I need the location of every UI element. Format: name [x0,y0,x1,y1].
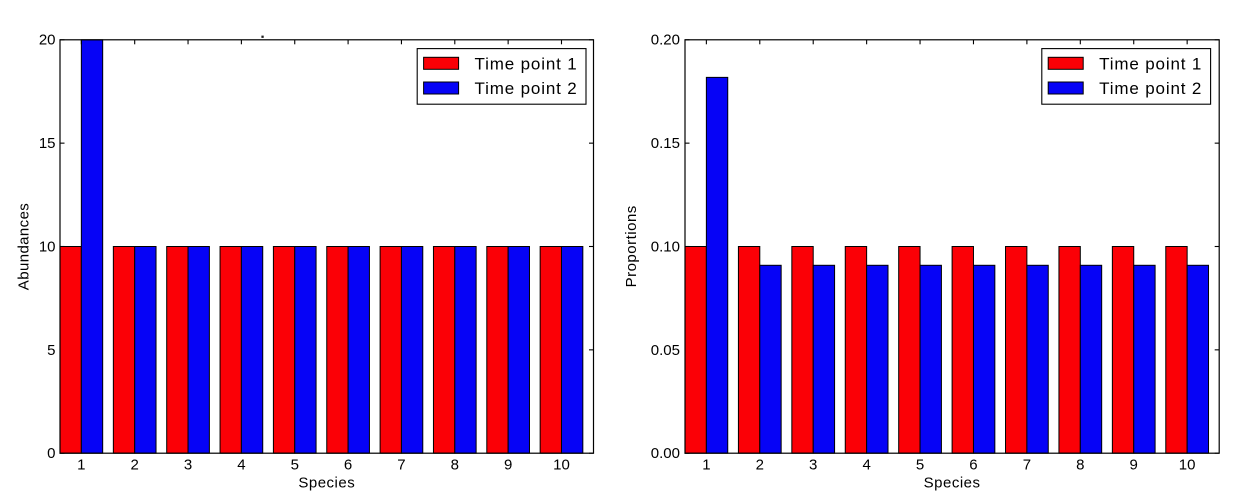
svg-text:5: 5 [916,456,924,473]
svg-text:7: 7 [1023,456,1031,473]
svg-text:5: 5 [291,456,299,473]
svg-text:4: 4 [862,456,870,473]
svg-text:0.10: 0.10 [651,238,680,255]
svg-text:6: 6 [344,456,352,473]
svg-text:2: 2 [131,456,139,473]
svg-text:1: 1 [77,456,85,473]
svg-text:3: 3 [809,456,817,473]
svg-text:Abundances: Abundances [15,203,32,290]
svg-text:3: 3 [184,456,192,473]
svg-text:0.00: 0.00 [651,445,680,462]
svg-text:10: 10 [39,238,56,255]
svg-text:8: 8 [1076,456,1084,473]
svg-text:9: 9 [1130,456,1138,473]
svg-text:9: 9 [504,456,512,473]
svg-text:0.20: 0.20 [651,32,680,49]
svg-text:6: 6 [969,456,977,473]
svg-text:20: 20 [39,32,56,49]
svg-text:Time point 2: Time point 2 [475,79,578,98]
svg-text:Species: Species [298,475,355,492]
svg-text:2: 2 [756,456,764,473]
svg-text:0.05: 0.05 [651,342,680,359]
svg-text:7: 7 [397,456,405,473]
svg-text:0: 0 [47,445,55,462]
svg-text:5: 5 [47,342,55,359]
svg-text:0.15: 0.15 [651,135,680,152]
svg-text:8: 8 [451,456,459,473]
svg-text:1: 1 [702,456,710,473]
svg-text:Time point 1: Time point 1 [1099,55,1202,74]
svg-text:15: 15 [39,135,56,152]
svg-text:4: 4 [237,456,245,473]
svg-text:Species: Species [924,475,981,492]
svg-text:Time point 2: Time point 2 [1099,79,1202,98]
svg-text:Time point 1: Time point 1 [475,55,578,74]
svg-text:Proportions: Proportions [623,205,640,287]
svg-text:10: 10 [553,456,570,473]
svg-text:10: 10 [1179,456,1196,473]
